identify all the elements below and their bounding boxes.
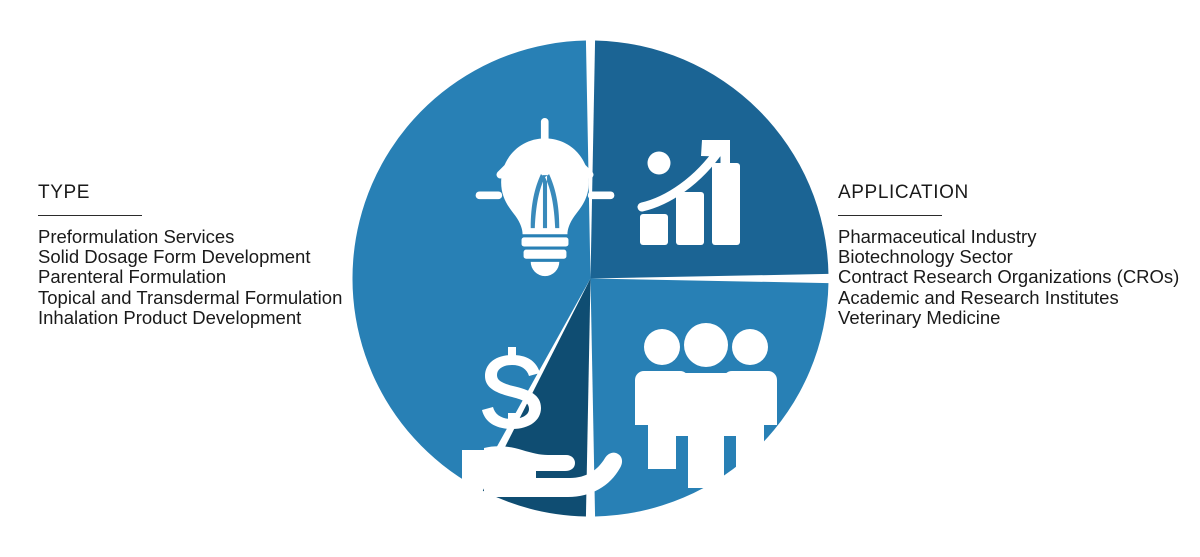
- list-item: Preformulation Services: [38, 226, 235, 247]
- application-column-heading: APPLICATION: [838, 182, 969, 203]
- pie-chart: [352, 40, 829, 517]
- money-in-hand-icon: [462, 347, 623, 497]
- dollar-sign-icon: [482, 347, 541, 429]
- people-icon: [635, 323, 777, 488]
- list-item: Biotechnology Sector: [838, 246, 1013, 268]
- type-column-divider: [38, 215, 142, 216]
- lightbulb-icon: [475, 118, 615, 277]
- application-column-list: Pharmaceutical Industry Biotechnology Se…: [838, 226, 1188, 328]
- list-item: Solid Dosage Form Development: [38, 246, 311, 268]
- list-item: Contract Research Organizations (CROs): [838, 266, 1180, 288]
- open-hand-icon: [462, 446, 623, 497]
- list-item: Topical and Transdermal Formulation: [38, 286, 343, 308]
- growth-chart-icon: [637, 140, 740, 245]
- list-item: Inhalation Product Development: [38, 306, 302, 328]
- type-column-list: Preformulation Services Solid Dosage For…: [38, 226, 368, 328]
- type-column: TYPE Preformulation Services Solid Dosag…: [38, 183, 368, 328]
- list-item: Pharmaceutical Industry: [838, 226, 1037, 247]
- list-item: Academic and Research Institutes: [838, 286, 1119, 308]
- list-item: Parenteral Formulation: [38, 266, 227, 288]
- list-item: Veterinary Medicine: [838, 306, 1001, 328]
- application-column: APPLICATION Pharmaceutical Industry Biot…: [838, 183, 1188, 328]
- application-column-divider: [838, 215, 942, 216]
- type-column-heading: TYPE: [38, 182, 91, 203]
